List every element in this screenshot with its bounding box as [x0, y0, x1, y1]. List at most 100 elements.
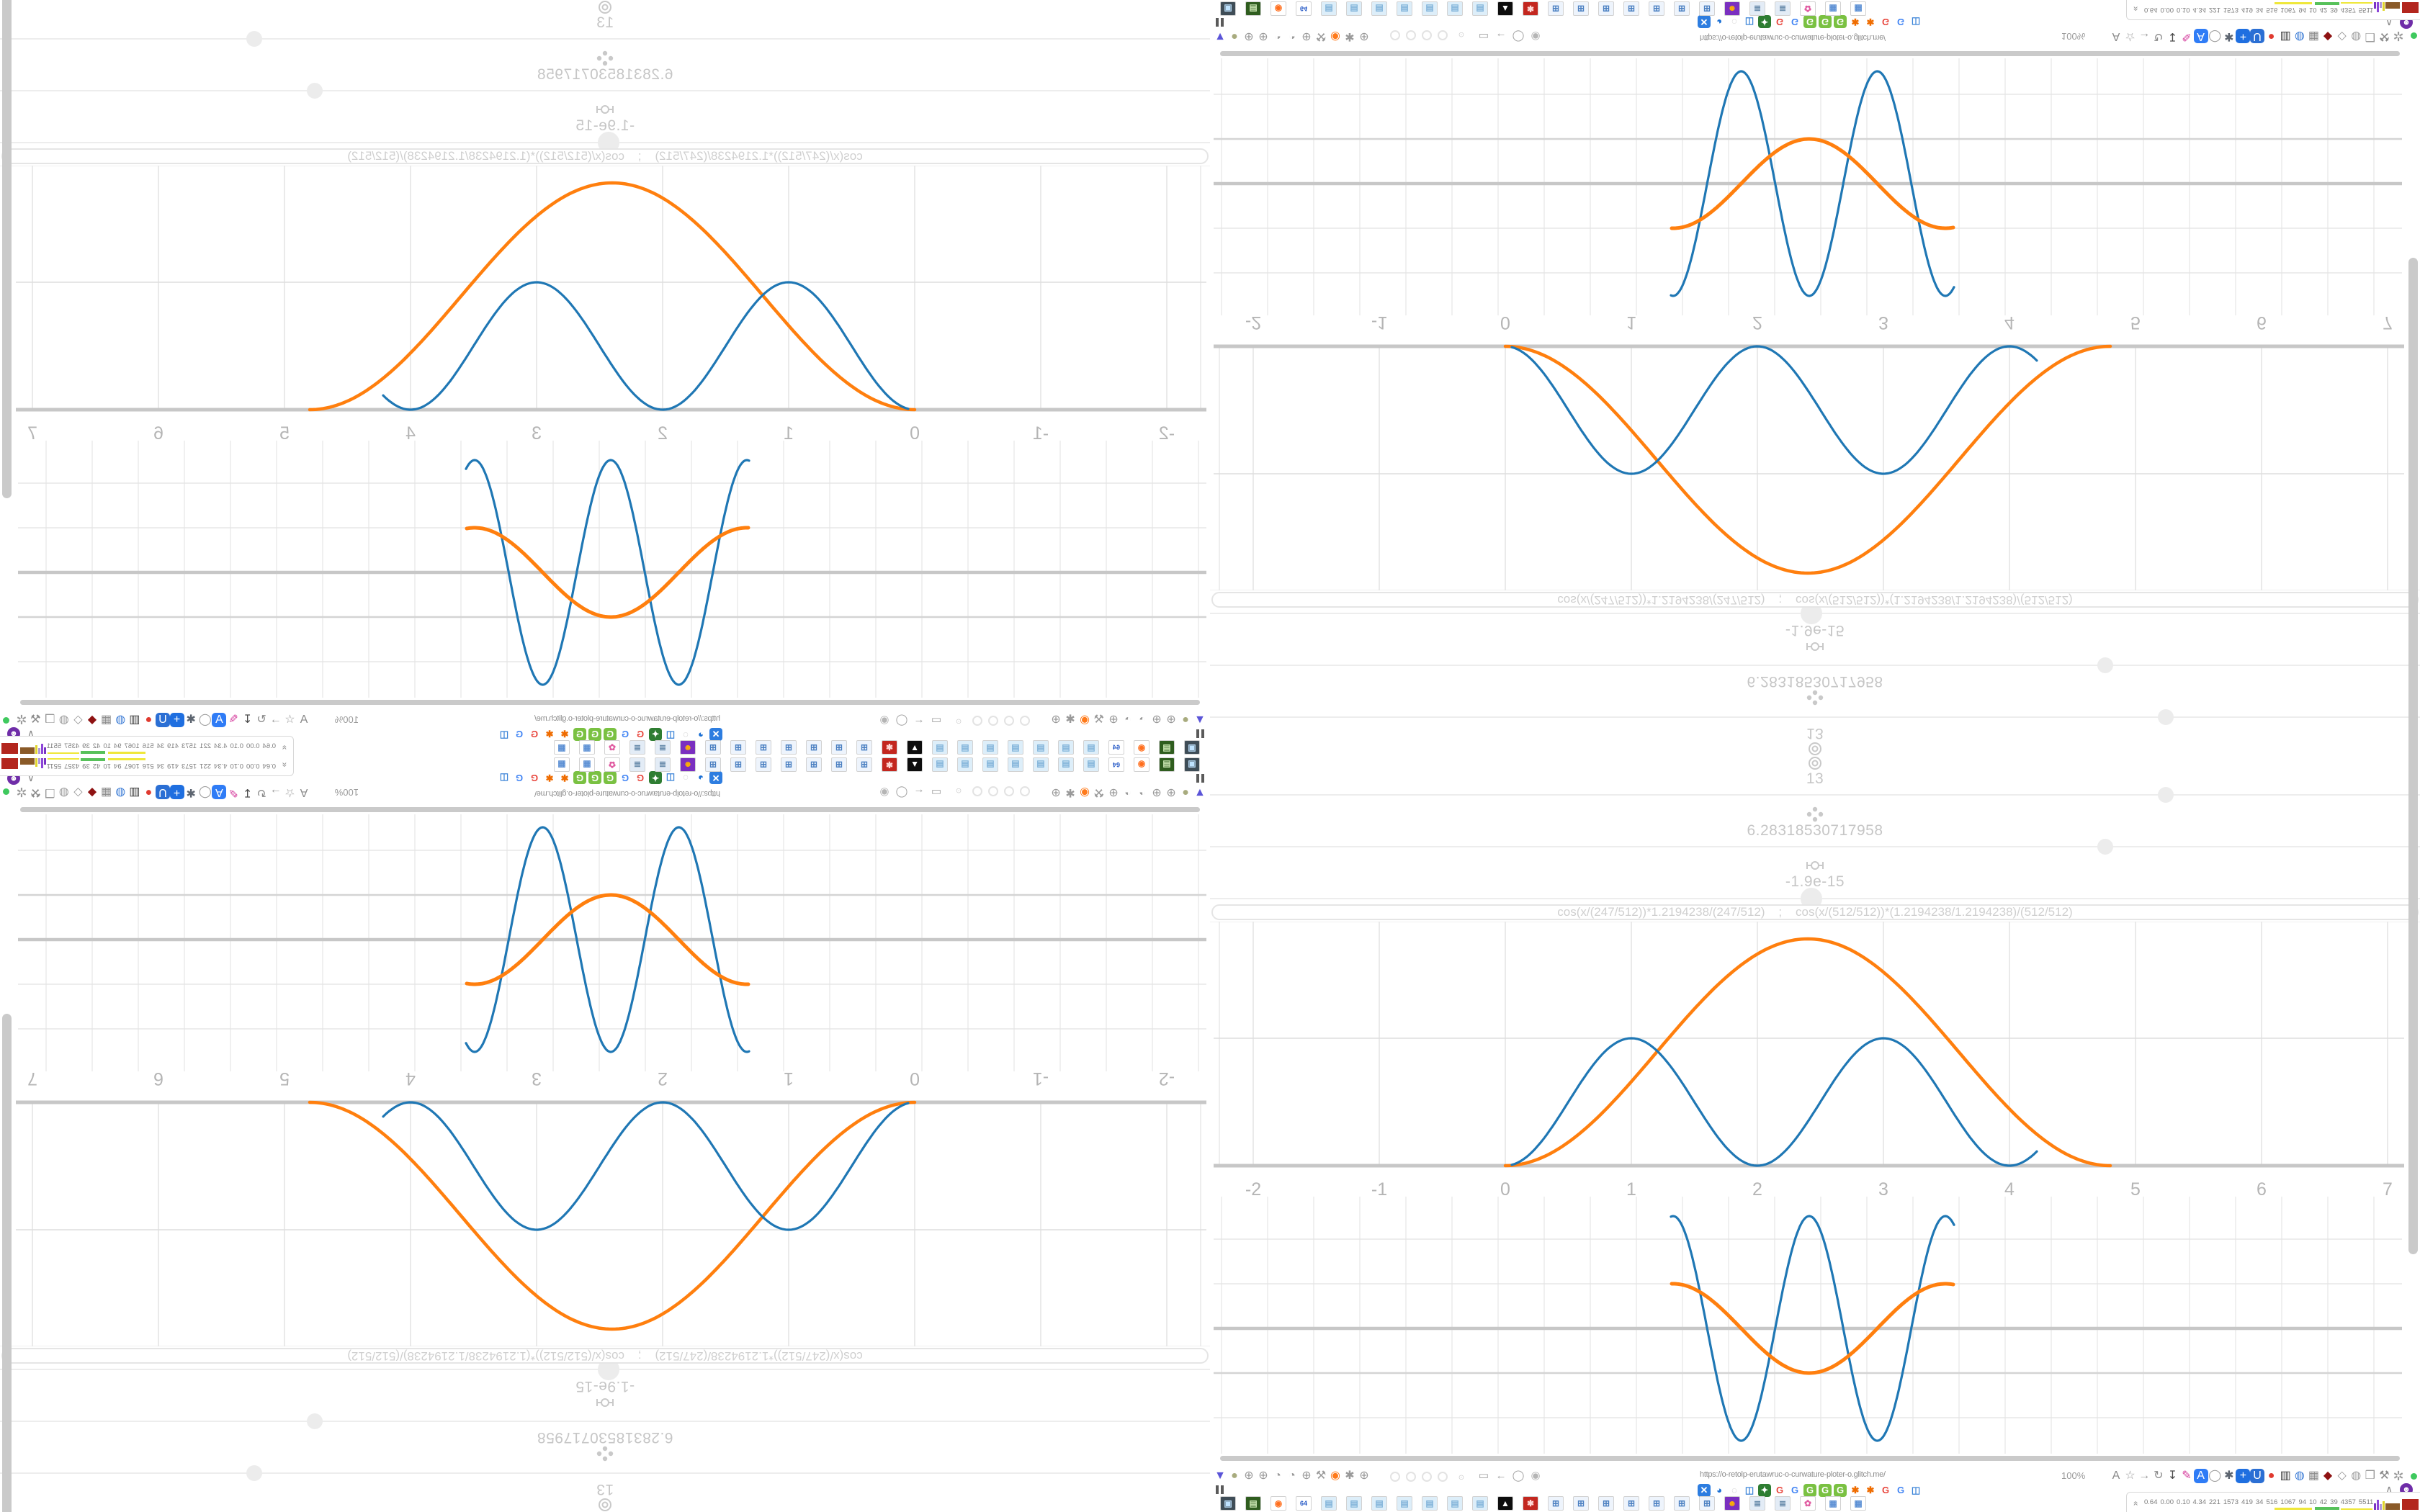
circle-icon[interactable]: ◯: [895, 786, 908, 798]
globe-icon[interactable]: ⊕: [1166, 714, 1176, 726]
calculator-icon[interactable]: ⊞: [1623, 1, 1639, 16]
upper-cosine-chart[interactable]: [1210, 331, 2420, 590]
settings-gear-icon[interactable]: ✲: [16, 785, 27, 799]
muted-speaker-icon[interactable]: ◌: [683, 729, 689, 739]
notepad-icon[interactable]: ▤: [1058, 740, 1074, 755]
notepad-icon[interactable]: ▤: [1321, 1496, 1337, 1511]
google-g-icon[interactable]: G: [1881, 1485, 1890, 1495]
globe-icon[interactable]: ⊕: [1108, 786, 1119, 798]
page-icon[interactable]: ❒: [45, 714, 55, 726]
collapse-chevron-icon[interactable]: »: [2130, 1500, 2141, 1506]
olive-circle-icon[interactable]: ●: [1231, 1470, 1238, 1482]
gear-orange-icon[interactable]: ✱: [560, 773, 569, 783]
ublock-icon[interactable]: ◆: [87, 714, 97, 726]
ublock-icon[interactable]: ◆: [87, 786, 97, 798]
dark-gear-icon[interactable]: ✱: [2224, 30, 2234, 42]
muted-speaker-icon[interactable]: ◌: [1731, 1485, 1737, 1495]
floppy-64-icon[interactable]: 64: [1296, 1, 1312, 16]
g-green-badge-icon[interactable]: G: [604, 728, 617, 741]
globe-icon[interactable]: ⊕: [1152, 786, 1162, 798]
red-gear-icon[interactable]: ✱: [882, 757, 897, 772]
forward-arrow-icon[interactable]: →: [2138, 1470, 2151, 1482]
page-zoom-indicator[interactable]: 100%: [2061, 1470, 2086, 1481]
frame-icon[interactable]: ▭: [1478, 30, 1489, 42]
notepad-icon[interactable]: ▤: [1321, 1, 1337, 16]
mail-blue-icon[interactable]: ✕: [1698, 15, 1711, 28]
google-g-icon[interactable]: G: [1775, 17, 1784, 27]
red-gear-icon[interactable]: ✱: [1523, 1, 1538, 16]
translate-blue-icon[interactable]: A: [212, 785, 227, 799]
computer-monitor-icon[interactable]: ▣: [1220, 1, 1236, 16]
compass-green-icon[interactable]: ✦: [649, 728, 662, 741]
floppy-64-icon[interactable]: 64: [1108, 740, 1124, 755]
sphere-icon[interactable]: ◍: [58, 714, 69, 726]
google-g-icon[interactable]: G: [1896, 1485, 1905, 1495]
notepad-icon[interactable]: ▤: [1083, 757, 1099, 772]
slider-thumb[interactable]: [2097, 657, 2114, 673]
sphere-icon[interactable]: ◍: [2351, 30, 2362, 42]
globe-icon[interactable]: ⊕: [1301, 30, 1312, 42]
dark-gear-icon[interactable]: ✱: [2224, 1470, 2234, 1482]
slider-thumb[interactable]: [2097, 839, 2114, 855]
google-g-icon[interactable]: G: [515, 773, 524, 783]
reload-icon[interactable]: ↻: [256, 714, 266, 726]
reload-icon[interactable]: ↻: [2154, 1470, 2164, 1482]
gear-orange-icon[interactable]: ✱: [545, 773, 554, 783]
translate-page-icon[interactable]: A: [2112, 30, 2120, 42]
olive-circle-icon[interactable]: ●: [1182, 786, 1189, 798]
scroll-icon[interactable]: ≣: [1749, 1496, 1765, 1511]
google-g-icon[interactable]: G: [1881, 17, 1890, 27]
vertical-scrollbar[interactable]: [2408, 756, 2418, 1254]
shield-icon[interactable]: ◇: [73, 786, 83, 798]
computer-monitor-icon[interactable]: ▣: [1184, 740, 1200, 755]
computer-monitor-icon[interactable]: ▣: [1220, 1496, 1236, 1511]
mail-blue-icon[interactable]: ✕: [709, 771, 722, 784]
swirl-blue-icon[interactable]: ◕: [698, 773, 704, 783]
floppy-64-icon[interactable]: 64: [1296, 1496, 1312, 1511]
google-g-icon[interactable]: G: [530, 773, 539, 783]
g-green-badge-icon[interactable]: G: [604, 771, 617, 784]
mail-blue-icon[interactable]: ✕: [1698, 1484, 1711, 1497]
notepad-icon[interactable]: ▤: [1447, 1496, 1463, 1511]
globe-icon[interactable]: ⊕: [1301, 1470, 1312, 1482]
g-green-badge-icon[interactable]: G: [588, 728, 601, 741]
g-green-badge-icon[interactable]: G: [573, 771, 586, 784]
globe-icon[interactable]: ⊕: [1108, 714, 1119, 726]
calculator-icon[interactable]: ⊞: [1674, 1, 1690, 16]
calculator-icon[interactable]: ⊞: [1699, 1, 1715, 16]
gear-orange-icon[interactable]: ✱: [1866, 17, 1875, 27]
computer-monitor-icon[interactable]: ▣: [1184, 757, 1200, 772]
table-blue-icon[interactable]: ▦: [1850, 1496, 1866, 1511]
ghostery-taskbar-icon[interactable]: ☻: [1724, 1, 1740, 16]
vertical-scrollbar[interactable]: [2, 0, 12, 498]
dark-gear-icon[interactable]: ✱: [186, 786, 196, 798]
vpn-icon[interactable]: U: [156, 713, 170, 727]
notepad-icon[interactable]: ▤: [957, 740, 973, 755]
expression-input[interactable]: cos(x/(247/512))*1.2194238/(247/512) ; c…: [1211, 904, 2419, 920]
shield-icon[interactable]: ◇: [73, 714, 83, 726]
flower-pink-icon[interactable]: ✿: [604, 757, 620, 772]
globe-icon[interactable]: ⊕: [1152, 714, 1162, 726]
gear-icon[interactable]: ✱: [1065, 714, 1075, 726]
compass-green-icon[interactable]: ✦: [649, 771, 662, 784]
firefox-icon[interactable]: ◉: [1080, 786, 1090, 798]
upper-cosine-chart[interactable]: [0, 166, 1210, 425]
back-arrow-icon[interactable]: ←: [1495, 1470, 1507, 1482]
calculator-icon[interactable]: ⊞: [1649, 1, 1664, 16]
google-g-icon[interactable]: G: [1791, 1485, 1799, 1495]
notepad-icon[interactable]: ▤: [932, 757, 948, 772]
horizontal-scrollbar[interactable]: [20, 807, 1200, 812]
firefox-icon[interactable]: ◉: [1330, 30, 1340, 42]
lock-icon[interactable]: ◉: [1531, 1470, 1541, 1482]
oval-icon[interactable]: ◯: [2208, 30, 2222, 42]
vertical-scrollbar[interactable]: [2, 1014, 12, 1512]
pause-icon[interactable]: [1216, 1485, 1224, 1494]
collapse-chevron-icon[interactable]: »: [279, 762, 290, 768]
scroll-icon[interactable]: ≣: [1749, 1, 1765, 16]
notepad-icon[interactable]: ▤: [1058, 757, 1074, 772]
red-gear-icon[interactable]: ✱: [882, 740, 897, 755]
translate-page-icon[interactable]: A: [300, 714, 308, 726]
lower-cosine-chart[interactable]: [0, 814, 1210, 1071]
forward-arrow-icon[interactable]: →: [2138, 30, 2151, 42]
cube-blue-icon[interactable]: ◫: [666, 729, 676, 739]
